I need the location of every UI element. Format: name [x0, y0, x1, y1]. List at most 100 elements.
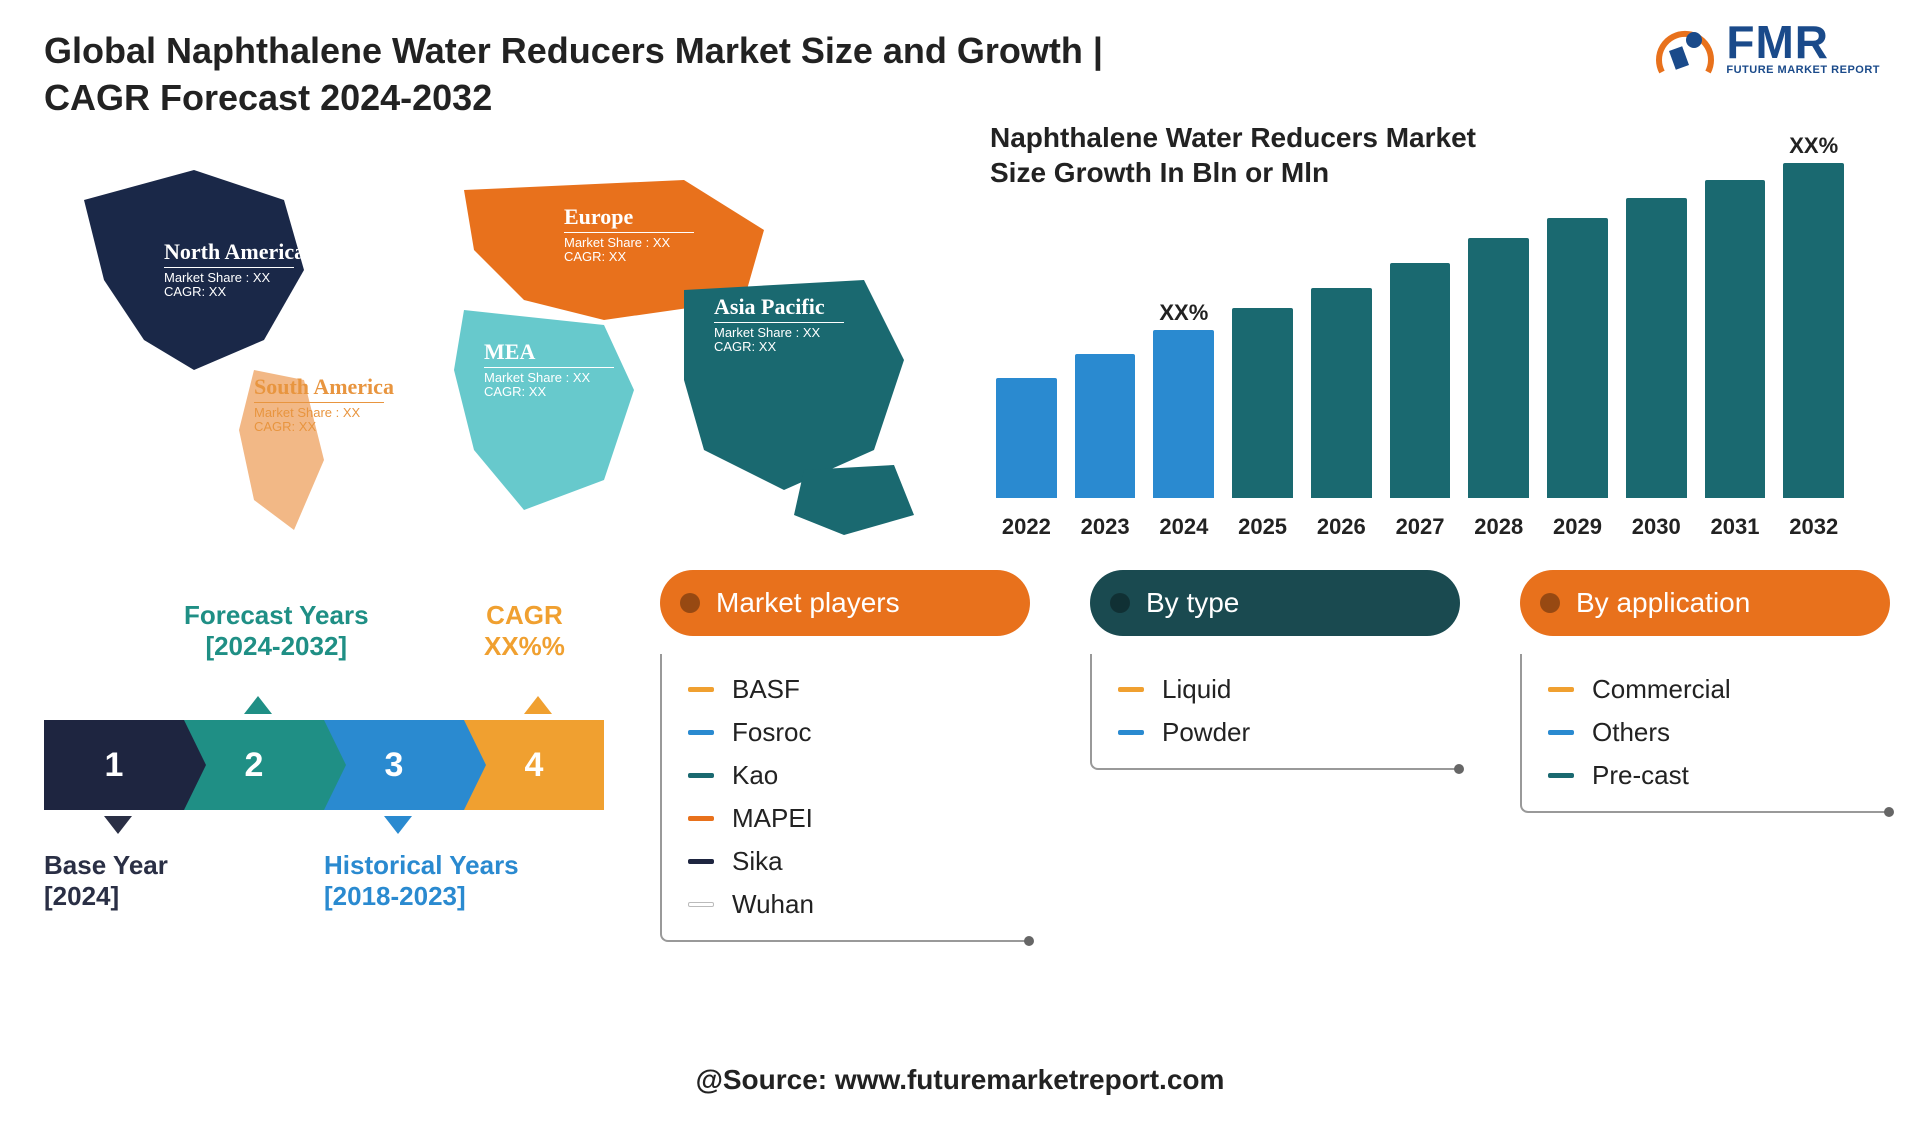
dash-icon — [1118, 687, 1144, 692]
bar-rect — [996, 378, 1057, 498]
dash-icon — [1548, 730, 1574, 735]
list-item: Wuhan — [688, 883, 1030, 926]
bar — [1705, 180, 1766, 498]
dot-icon — [1540, 593, 1560, 613]
bar — [1311, 288, 1372, 498]
dash-icon — [1548, 773, 1574, 778]
bar-rect — [1075, 354, 1136, 498]
dot-icon — [1110, 593, 1130, 613]
bar-rect — [1468, 238, 1529, 498]
bar-rect — [1705, 180, 1766, 498]
timeline-cell: 1 — [44, 720, 184, 810]
dash-icon — [688, 859, 714, 864]
x-axis-label: 2025 — [1232, 514, 1293, 540]
list-item: Pre-cast — [1548, 754, 1890, 797]
list-item-text: Wuhan — [732, 889, 814, 920]
by-type-pill: By type — [1090, 570, 1460, 636]
logo-text-sub: FUTURE MARKET REPORT — [1726, 64, 1880, 76]
x-axis-label: 2028 — [1468, 514, 1529, 540]
chart-title: Naphthalene Water Reducers Market Size G… — [990, 120, 1530, 190]
x-axis-label: 2023 — [1075, 514, 1136, 540]
timeline-cell-number: 3 — [385, 746, 404, 785]
growth-bar-chart: Naphthalene Water Reducers Market Size G… — [990, 120, 1850, 540]
base-year-label: Base Year [2024] — [44, 850, 168, 912]
dash-icon — [688, 902, 714, 907]
segmentation-area: Market players BASF Fosroc Kao MAPEI Sika Wuh… — [660, 570, 1890, 942]
bar-rect — [1311, 288, 1372, 498]
x-axis-label: 2026 — [1311, 514, 1372, 540]
label-europe: Europe Market Share : XX CAGR: XX — [564, 205, 694, 265]
dash-icon — [688, 773, 714, 778]
dash-icon — [1118, 730, 1144, 735]
label-mea: MEA Market Share : XX CAGR: XX — [484, 340, 614, 400]
bar — [1468, 238, 1529, 498]
triangle-down-icon — [104, 816, 132, 834]
list-item-text: Kao — [732, 760, 778, 791]
market-players-pill: Market players — [660, 570, 1030, 636]
bar-rect — [1390, 263, 1451, 498]
dash-icon — [688, 816, 714, 821]
list-item: Kao — [688, 754, 1030, 797]
x-axis-label: 2029 — [1547, 514, 1608, 540]
dash-icon — [688, 730, 714, 735]
list-item-text: BASF — [732, 674, 800, 705]
timeline-cell-number: 4 — [525, 746, 544, 785]
by-application-pill: By application — [1520, 570, 1890, 636]
bar — [1075, 354, 1136, 498]
list-item-text: Commercial — [1592, 674, 1731, 705]
x-axis-label: 2027 — [1390, 514, 1451, 540]
dot-icon — [680, 593, 700, 613]
bar-rect — [1783, 163, 1844, 498]
list-item-text: Liquid — [1162, 674, 1231, 705]
pill-label: By type — [1146, 587, 1239, 619]
list-item: MAPEI — [688, 797, 1030, 840]
by-type-block: By type Liquid Powder — [1090, 570, 1460, 942]
bar — [1232, 308, 1293, 498]
list-item-text: Powder — [1162, 717, 1250, 748]
timeline: Forecast Years [2024-2032] CAGR XX%% 1 2 3… — [44, 590, 624, 970]
pill-label: By application — [1576, 587, 1750, 619]
list-item-text: Others — [1592, 717, 1670, 748]
dash-icon — [1548, 687, 1574, 692]
bar: XX% — [1153, 330, 1214, 498]
list-item: Liquid — [1118, 668, 1460, 711]
forecast-years-label: Forecast Years [2024-2032] — [184, 600, 369, 662]
page-title: Global Naphthalene Water Reducers Market… — [44, 28, 1194, 122]
list-item: Powder — [1118, 711, 1460, 754]
by-application-block: By application Commercial Others Pre-cast — [1520, 570, 1890, 942]
source-attribution: @Source: www.futuremarketreport.com — [0, 1064, 1920, 1096]
list-item: BASF — [688, 668, 1030, 711]
logo-text-main: FMR — [1726, 22, 1880, 63]
timeline-cell-number: 1 — [105, 746, 124, 785]
triangle-up-icon — [244, 696, 272, 714]
historical-years-label: Historical Years [2018-2023] — [324, 850, 519, 912]
bar-rect — [1153, 330, 1214, 498]
logo: FMR FUTURE MARKET REPORT — [1654, 18, 1880, 80]
list-item-text: Pre-cast — [1592, 760, 1689, 791]
market-players-block: Market players BASF Fosroc Kao MAPEI Sika Wuh… — [660, 570, 1030, 942]
x-axis-label: 2022 — [996, 514, 1057, 540]
bar — [1547, 218, 1608, 498]
triangle-down-icon — [384, 816, 412, 834]
bar-top-label: XX% — [1159, 300, 1208, 326]
list-item-text: Sika — [732, 846, 783, 877]
x-axis-label: 2030 — [1626, 514, 1687, 540]
label-asia-pacific: Asia Pacific Market Share : XX CAGR: XX — [714, 295, 844, 355]
list-item: Others — [1548, 711, 1890, 754]
cagr-label: CAGR XX%% — [484, 600, 565, 662]
timeline-cell-number: 2 — [245, 746, 264, 785]
label-south-america: South America Market Share : XX CAGR: XX — [254, 375, 394, 435]
bar-rect — [1547, 218, 1608, 498]
list-item: Sika — [688, 840, 1030, 883]
bar — [1390, 263, 1451, 498]
x-axis-label: 2031 — [1705, 514, 1766, 540]
bar — [996, 378, 1057, 498]
bar-rect — [1626, 198, 1687, 498]
label-north-america: North America Market Share : XX CAGR: XX — [164, 240, 305, 300]
x-axis-label: 2032 — [1783, 514, 1844, 540]
list-item: Fosroc — [688, 711, 1030, 754]
list-item-text: Fosroc — [732, 717, 811, 748]
dash-icon — [688, 687, 714, 692]
logo-icon — [1654, 18, 1716, 80]
list-item-text: MAPEI — [732, 803, 813, 834]
